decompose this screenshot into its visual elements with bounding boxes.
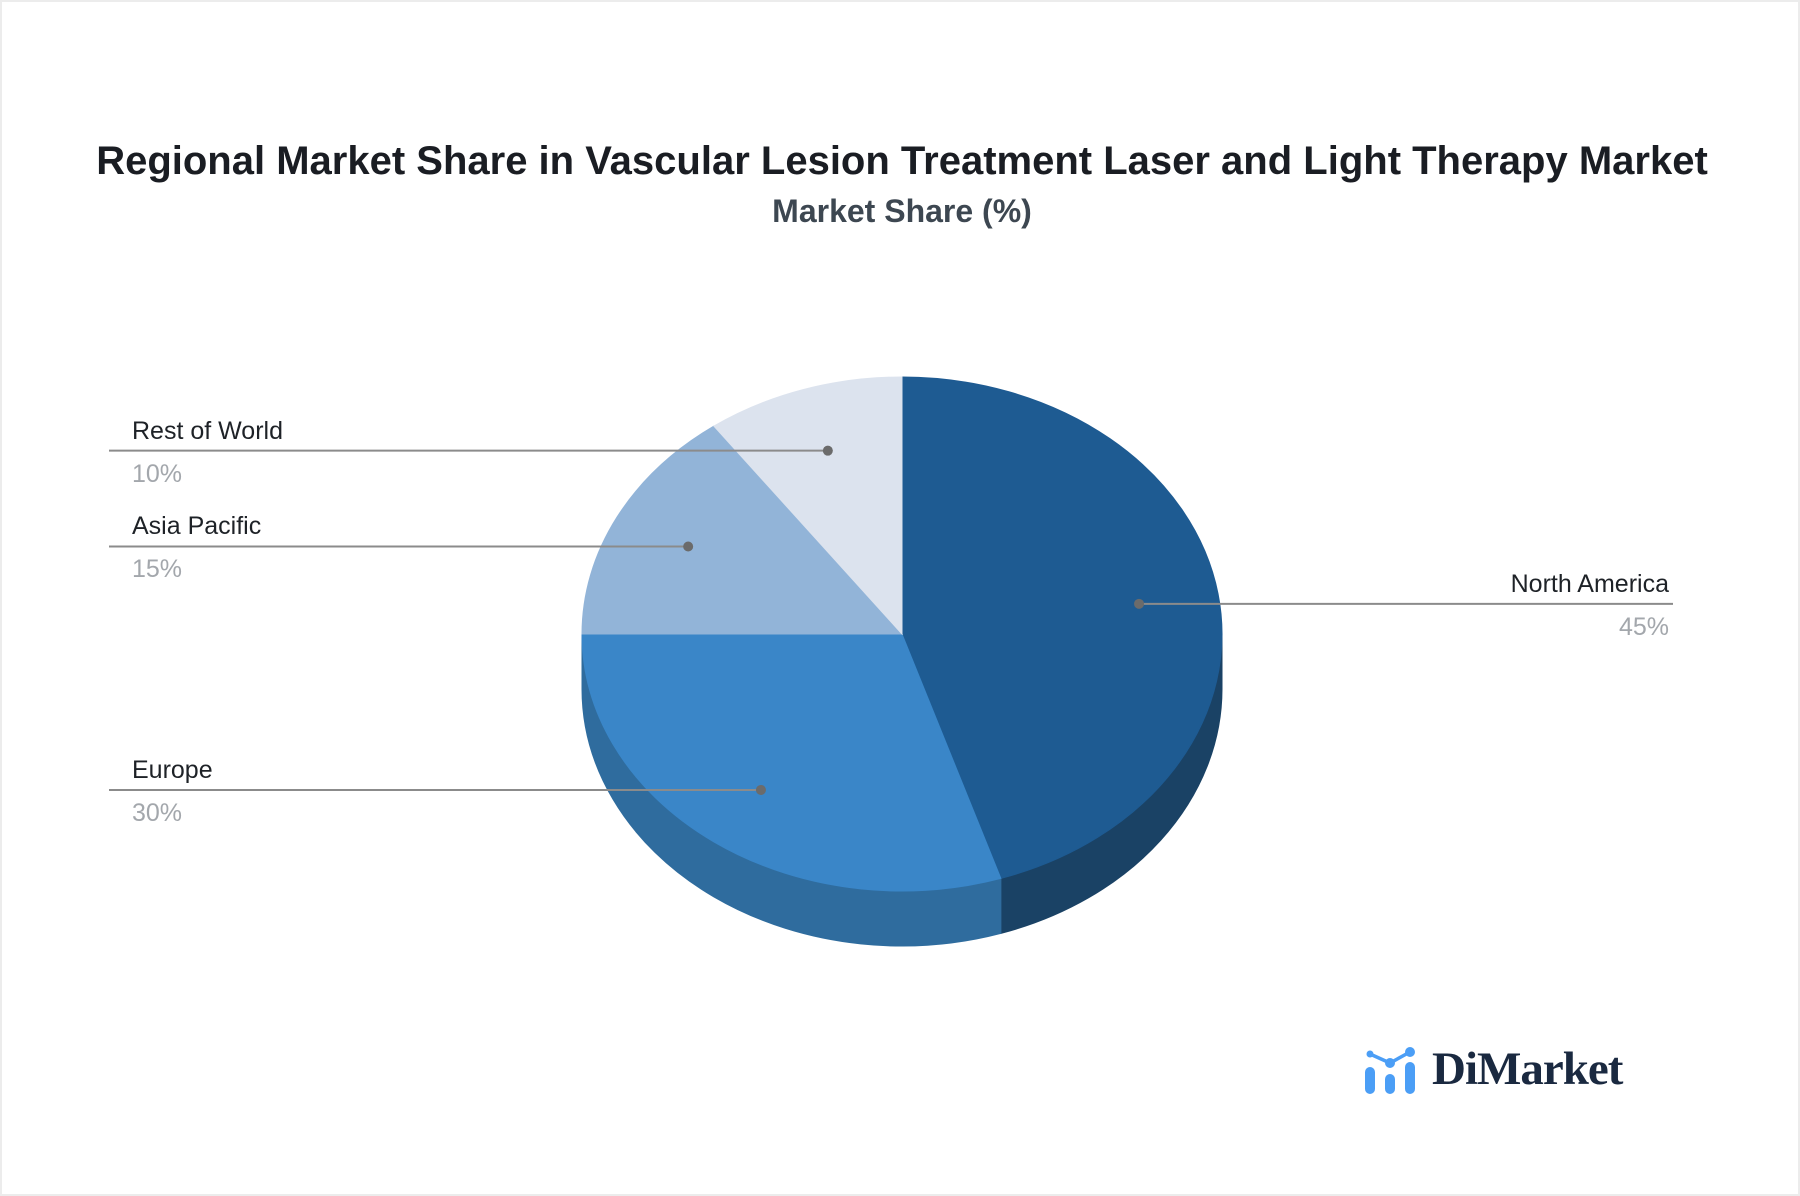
pie-slice-rest-of-world[interactable] (713, 376, 903, 636)
chart-title: Regional Market Share in Vascular Lesion… (96, 139, 1708, 183)
pie-slice-north-america[interactable] (901, 376, 1223, 880)
chart-subtitle: Market Share (%) (772, 193, 1032, 229)
slice-percent: 15% (132, 555, 183, 584)
pie-slice-asia-pacific[interactable] (581, 425, 904, 635)
logo-wordmark: DiMarket (1432, 1043, 1623, 1095)
connector-dot (683, 541, 694, 552)
slice-name: North America (1510, 569, 1669, 598)
label-asia-pacific: Asia Pacific 15% (132, 511, 692, 584)
slice-name: Europe (132, 755, 213, 784)
slice-percent: 30% (132, 798, 183, 827)
slice-name: Rest of World (132, 416, 283, 445)
slice-name: Asia Pacific (132, 512, 262, 541)
pie-slice-europe[interactable] (581, 633, 1002, 892)
dimarket-logo: DiMarket (1364, 1043, 1623, 1095)
slice-percent: 10% (132, 459, 183, 488)
connector-dot (755, 784, 766, 795)
slice-percent: 45% (1618, 612, 1669, 641)
label-europe: Europe 30% (132, 755, 692, 828)
connector-dot (822, 445, 833, 456)
bar-chart-logo-icon (1365, 1047, 1415, 1094)
label-rest-of-world: Rest of World 10% (132, 416, 692, 489)
connector-dot (1134, 598, 1145, 609)
label-north-america: North America 45% (1109, 569, 1669, 642)
